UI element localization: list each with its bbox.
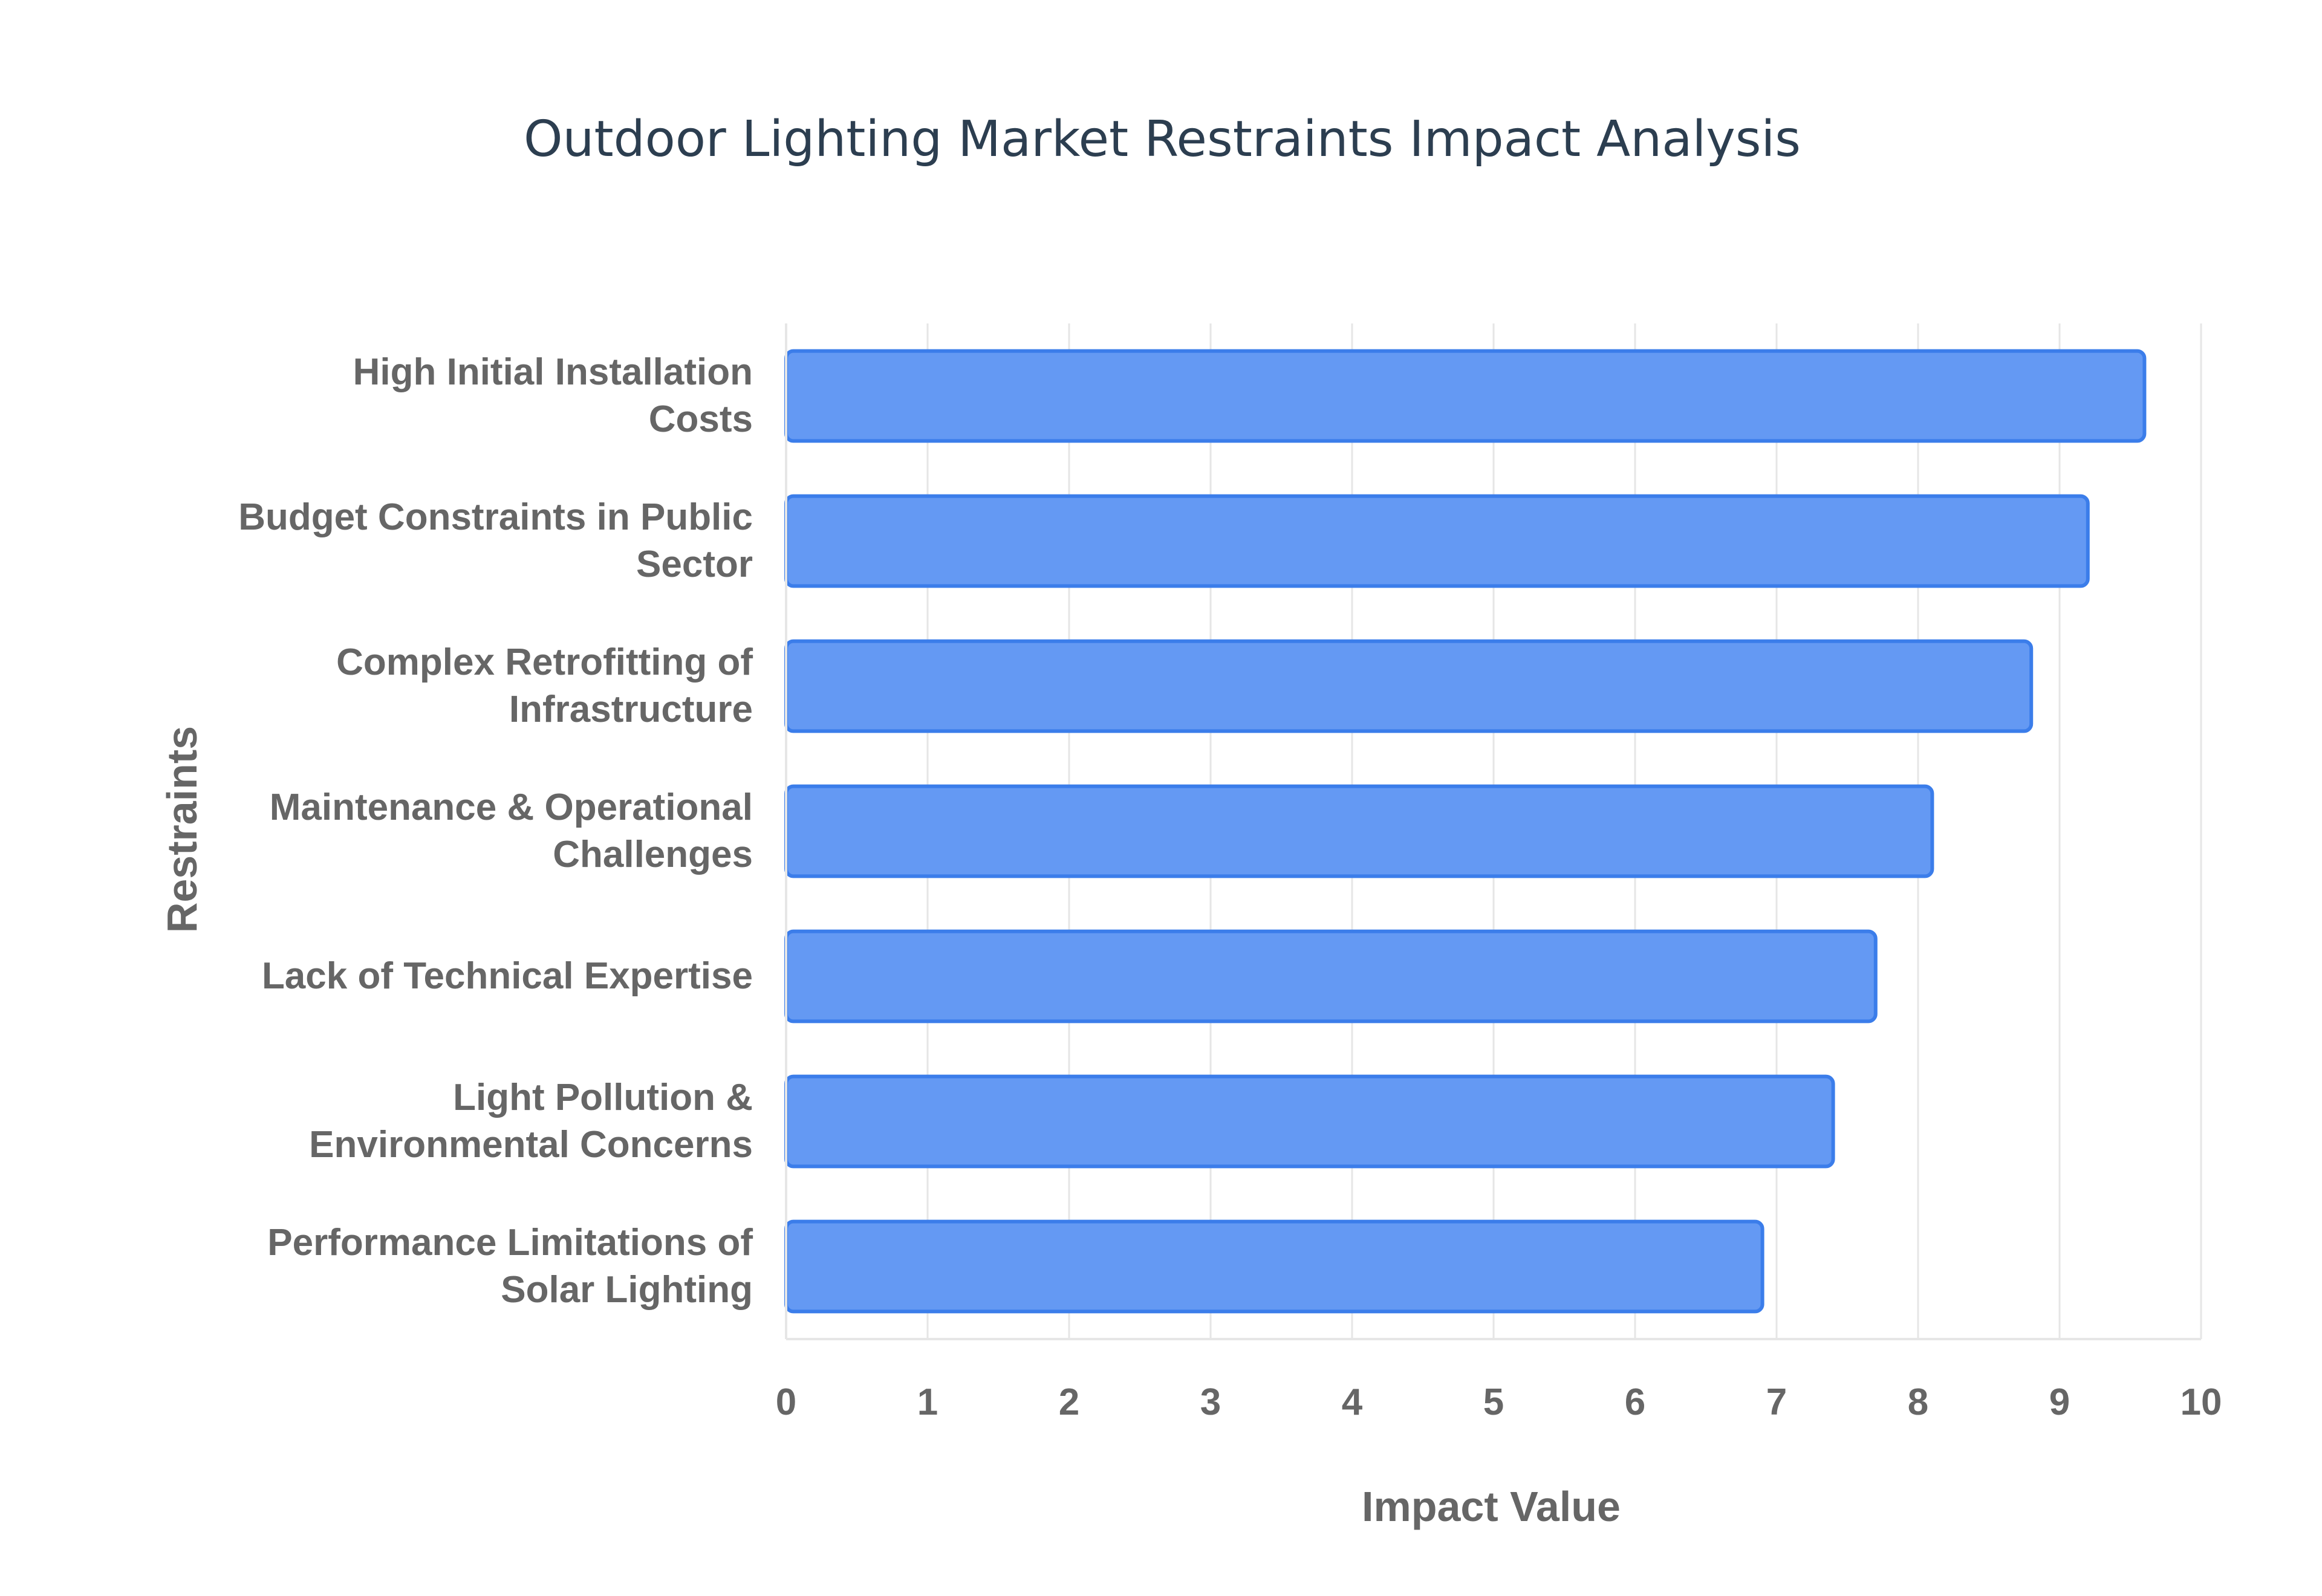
- category-label-3: Maintenance & Operational Challenges: [270, 787, 753, 875]
- bar-0: [784, 349, 2147, 443]
- category-label-line: Costs: [649, 398, 753, 440]
- category-label-6: Performance Limitations of Solar Lighting: [267, 1222, 753, 1311]
- category-label-line: Budget Constraints in Public: [238, 496, 753, 538]
- bar-6: [784, 1219, 1764, 1314]
- category-label-line: Maintenance & Operational: [270, 787, 753, 828]
- x-tick-label-8: 8: [1908, 1381, 1928, 1423]
- category-label-4: Lack of Technical Expertise: [262, 955, 753, 997]
- axes: [785, 323, 2201, 1340]
- x-tick-label-10: 10: [2181, 1381, 2222, 1423]
- x-tick-label-4: 4: [1342, 1381, 1363, 1423]
- bars: [784, 349, 2147, 1314]
- category-label-1: Budget Constraints in Public Sector: [238, 496, 753, 585]
- x-tick-label-0: 0: [776, 1381, 796, 1423]
- category-label-2: Complex Retrofitting of Infrastructure: [336, 641, 753, 730]
- category-label-line: Lack of Technical Expertise: [262, 955, 753, 997]
- x-tick-label-6: 6: [1625, 1381, 1645, 1423]
- x-tick-label-1: 1: [917, 1381, 938, 1423]
- x-tick-label-7: 7: [1766, 1381, 1787, 1423]
- y-axis-title: Restraints: [158, 726, 206, 933]
- category-label-line: Environmental Concerns: [309, 1124, 753, 1166]
- category-label-0: High Initial Installation Costs: [353, 351, 753, 440]
- category-label-5: Light Pollution & Environmental Concerns: [309, 1077, 753, 1166]
- bar-3: [784, 784, 1934, 878]
- category-label-line: Solar Lighting: [501, 1269, 753, 1311]
- category-labels: High Initial Installation Costs Budget Con…: [238, 351, 753, 1311]
- x-tick-label-5: 5: [1483, 1381, 1504, 1423]
- category-label-line: Infrastructure: [509, 689, 753, 730]
- x-tick-labels: 0 1 2 3 4 5 6 7 8 9 10: [776, 1381, 2222, 1423]
- category-label-line: Sector: [636, 543, 753, 585]
- x-tick-label-3: 3: [1200, 1381, 1221, 1423]
- bar-5: [784, 1074, 1835, 1169]
- x-tick-label-9: 9: [2049, 1381, 2070, 1423]
- category-label-line: Light Pollution &: [453, 1077, 753, 1118]
- category-label-line: Challenges: [553, 834, 753, 875]
- category-label-line: High Initial Installation: [353, 351, 753, 393]
- chart-title: Outdoor Lighting Market Restraints Impac…: [524, 111, 1801, 168]
- bar-1: [784, 494, 2090, 588]
- x-tick-label-2: 2: [1059, 1381, 1079, 1423]
- category-label-line: Complex Retrofitting of: [336, 641, 753, 683]
- bar-4: [784, 929, 1878, 1023]
- x-axis-title: Impact Value: [1362, 1483, 1621, 1530]
- category-label-line: Performance Limitations of: [267, 1222, 753, 1264]
- bar-2: [784, 639, 2034, 733]
